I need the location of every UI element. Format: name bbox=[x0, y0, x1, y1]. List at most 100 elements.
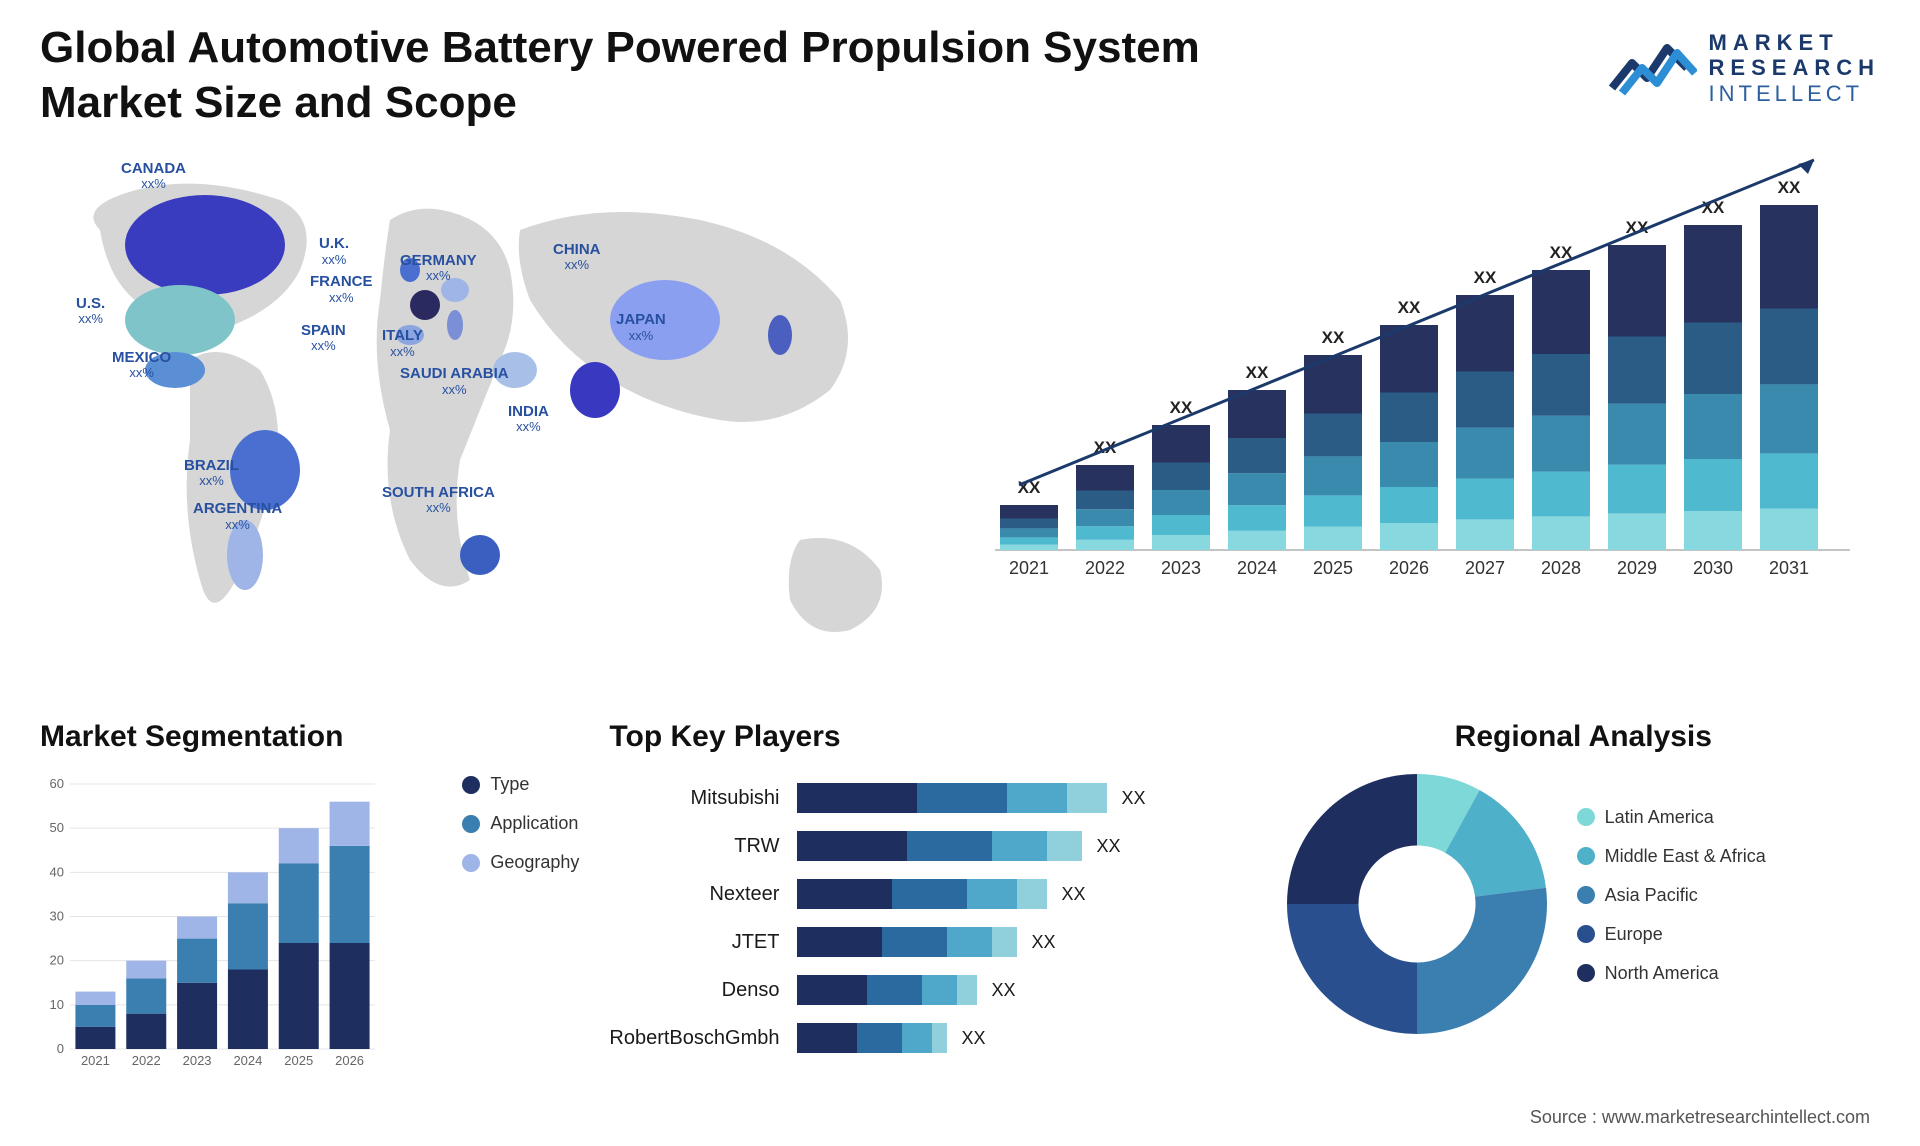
player-row: XX bbox=[797, 966, 1256, 1014]
svg-text:2026: 2026 bbox=[1389, 558, 1429, 578]
svg-text:2023: 2023 bbox=[1161, 558, 1201, 578]
svg-text:2029: 2029 bbox=[1617, 558, 1657, 578]
svg-text:50: 50 bbox=[50, 820, 64, 835]
player-label: Mitsubishi bbox=[609, 774, 779, 822]
logo-mark-icon bbox=[1607, 33, 1697, 103]
svg-text:XX: XX bbox=[1398, 298, 1421, 317]
map-label: U.K.xx% bbox=[319, 236, 349, 267]
world-map-panel: CANADAxx% U.S.xx%MEXICOxx% BRAZILxx% ARGENT… bbox=[40, 150, 940, 690]
player-value: XX bbox=[1096, 836, 1120, 857]
player-label: JTET bbox=[609, 918, 779, 966]
legend-item: Asia Pacific bbox=[1577, 885, 1766, 906]
page-title: Global Automotive Battery Powered Propul… bbox=[40, 20, 1240, 130]
segmentation-legend: Type Application Geography bbox=[462, 774, 579, 1074]
player-row: XX bbox=[797, 1014, 1256, 1062]
svg-text:XX: XX bbox=[1474, 268, 1497, 287]
players-labels: MitsubishiTRWNexteerJTETDensoRobertBosch… bbox=[609, 774, 797, 1062]
logo-text-1: MARKET bbox=[1709, 30, 1880, 55]
map-label: SOUTH AFRICAxx% bbox=[382, 485, 495, 516]
regional-title: Regional Analysis bbox=[1287, 720, 1880, 754]
svg-text:10: 10 bbox=[50, 997, 64, 1012]
map-brazil bbox=[230, 430, 300, 510]
player-row: XX bbox=[797, 918, 1256, 966]
svg-text:60: 60 bbox=[50, 776, 64, 791]
player-value: XX bbox=[1121, 788, 1145, 809]
player-row: XX bbox=[797, 774, 1256, 822]
player-label: RobertBoschGmbh bbox=[609, 1014, 779, 1062]
source-label: Source : www.marketresearchintellect.com bbox=[1530, 1107, 1870, 1128]
legend-item: Europe bbox=[1577, 924, 1766, 945]
players-title: Top Key Players bbox=[609, 720, 1256, 754]
map-usa bbox=[125, 285, 235, 355]
player-value: XX bbox=[1061, 884, 1085, 905]
regional-section: Regional Analysis Latin America Middle Ea… bbox=[1287, 720, 1880, 1100]
map-label: CHINAxx% bbox=[553, 242, 601, 273]
svg-text:2022: 2022 bbox=[132, 1053, 161, 1068]
svg-text:0: 0 bbox=[57, 1041, 64, 1056]
legend-item: Geography bbox=[462, 852, 579, 873]
regional-donut-chart bbox=[1287, 774, 1547, 1034]
svg-text:2025: 2025 bbox=[1313, 558, 1353, 578]
world-map-icon bbox=[40, 150, 940, 690]
map-france bbox=[410, 290, 440, 320]
svg-text:2030: 2030 bbox=[1693, 558, 1733, 578]
map-label: SAUDI ARABIAxx% bbox=[400, 366, 509, 397]
brand-logo: MARKET RESEARCH INTELLECT bbox=[1607, 30, 1880, 106]
legend-item: Latin America bbox=[1577, 807, 1766, 828]
svg-text:30: 30 bbox=[50, 909, 64, 924]
svg-text:2023: 2023 bbox=[183, 1053, 212, 1068]
map-label: BRAZILxx% bbox=[184, 458, 239, 489]
player-label: Nexteer bbox=[609, 870, 779, 918]
svg-text:2022: 2022 bbox=[1085, 558, 1125, 578]
svg-text:XX: XX bbox=[1322, 328, 1345, 347]
map-southafrica bbox=[460, 535, 500, 575]
svg-text:2026: 2026 bbox=[335, 1053, 364, 1068]
legend-item: Application bbox=[462, 813, 579, 834]
map-label: CANADAxx% bbox=[121, 161, 186, 192]
growth-chart-panel: XX2021XX2022XX2023XX2024XX2025XX2026XX20… bbox=[980, 150, 1880, 690]
player-label: TRW bbox=[609, 822, 779, 870]
map-label: SPAINxx% bbox=[301, 323, 346, 354]
map-label: JAPANxx% bbox=[616, 312, 666, 343]
logo-text-3: INTELLECT bbox=[1709, 81, 1880, 106]
players-bars: XX XX XX XX XX XX bbox=[797, 774, 1256, 1062]
svg-text:2027: 2027 bbox=[1465, 558, 1505, 578]
svg-text:2021: 2021 bbox=[81, 1053, 110, 1068]
legend-item: Middle East & Africa bbox=[1577, 846, 1766, 867]
map-japan bbox=[768, 315, 792, 355]
svg-text:XX: XX bbox=[1778, 178, 1801, 197]
map-label: MEXICOxx% bbox=[112, 350, 171, 381]
map-label: GERMANYxx% bbox=[400, 253, 477, 284]
segmentation-title: Market Segmentation bbox=[40, 720, 579, 754]
legend-item: Type bbox=[462, 774, 579, 795]
svg-text:2031: 2031 bbox=[1769, 558, 1809, 578]
svg-text:2024: 2024 bbox=[1237, 558, 1277, 578]
player-row: XX bbox=[797, 870, 1256, 918]
svg-text:2025: 2025 bbox=[284, 1053, 313, 1068]
map-label: ITALYxx% bbox=[382, 328, 423, 359]
players-section: Top Key Players MitsubishiTRWNexteerJTET… bbox=[609, 720, 1256, 1100]
regional-legend: Latin America Middle East & Africa Asia Pa… bbox=[1577, 807, 1766, 1002]
map-label: INDIAxx% bbox=[508, 404, 549, 435]
svg-text:40: 40 bbox=[50, 864, 64, 879]
svg-text:2024: 2024 bbox=[233, 1053, 262, 1068]
segmentation-section: Market Segmentation 0 10 20 30 40 50 60 2021 202… bbox=[40, 720, 579, 1100]
map-canada bbox=[125, 195, 285, 295]
player-value: XX bbox=[1031, 932, 1055, 953]
svg-text:XX: XX bbox=[1246, 363, 1269, 382]
svg-text:2028: 2028 bbox=[1541, 558, 1581, 578]
map-label: ARGENTINAxx% bbox=[193, 501, 282, 532]
map-india bbox=[570, 362, 620, 418]
player-value: XX bbox=[961, 1028, 985, 1049]
svg-text:20: 20 bbox=[50, 953, 64, 968]
map-label: U.S.xx% bbox=[76, 296, 105, 327]
logo-text-2: RESEARCH bbox=[1709, 55, 1880, 80]
legend-item: North America bbox=[1577, 963, 1766, 984]
map-italy bbox=[447, 310, 463, 340]
player-value: XX bbox=[991, 980, 1015, 1001]
player-label: Denso bbox=[609, 966, 779, 1014]
segmentation-bar-chart: 0 10 20 30 40 50 60 2021 2022 2023 2024 2025 2026 bbox=[40, 774, 432, 1074]
map-label: FRANCExx% bbox=[310, 274, 373, 305]
growth-bar-chart: XX2021XX2022XX2023XX2024XX2025XX2026XX20… bbox=[980, 150, 1860, 590]
svg-text:2021: 2021 bbox=[1009, 558, 1049, 578]
